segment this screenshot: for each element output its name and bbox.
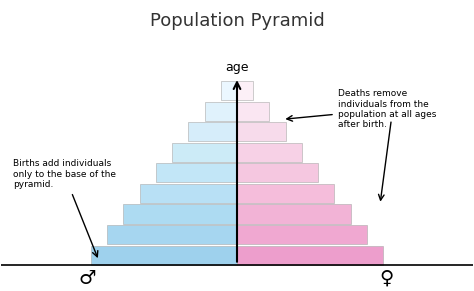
Text: Population Pyramid: Population Pyramid bbox=[150, 12, 324, 30]
Text: ♀: ♀ bbox=[379, 269, 393, 288]
Bar bbox=[221, 81, 237, 100]
Bar bbox=[237, 81, 253, 100]
Bar bbox=[188, 122, 237, 141]
Bar bbox=[123, 205, 237, 223]
Bar bbox=[139, 184, 237, 203]
Bar bbox=[237, 205, 351, 223]
Bar bbox=[237, 225, 367, 244]
Text: age: age bbox=[225, 61, 249, 74]
Bar bbox=[237, 164, 318, 182]
Bar bbox=[237, 122, 286, 141]
Text: Deaths remove
individuals from the
population at all ages
after birth.: Deaths remove individuals from the popul… bbox=[287, 89, 436, 129]
Bar bbox=[237, 102, 270, 121]
Bar bbox=[237, 143, 302, 162]
Bar bbox=[172, 143, 237, 162]
Bar bbox=[204, 102, 237, 121]
Text: Births add individuals
only to the base of the
pyramid.: Births add individuals only to the base … bbox=[13, 159, 116, 257]
Text: ♂: ♂ bbox=[79, 269, 96, 288]
Bar bbox=[91, 246, 237, 265]
Bar bbox=[156, 164, 237, 182]
Bar bbox=[107, 225, 237, 244]
Bar bbox=[237, 246, 383, 265]
Bar bbox=[237, 184, 335, 203]
